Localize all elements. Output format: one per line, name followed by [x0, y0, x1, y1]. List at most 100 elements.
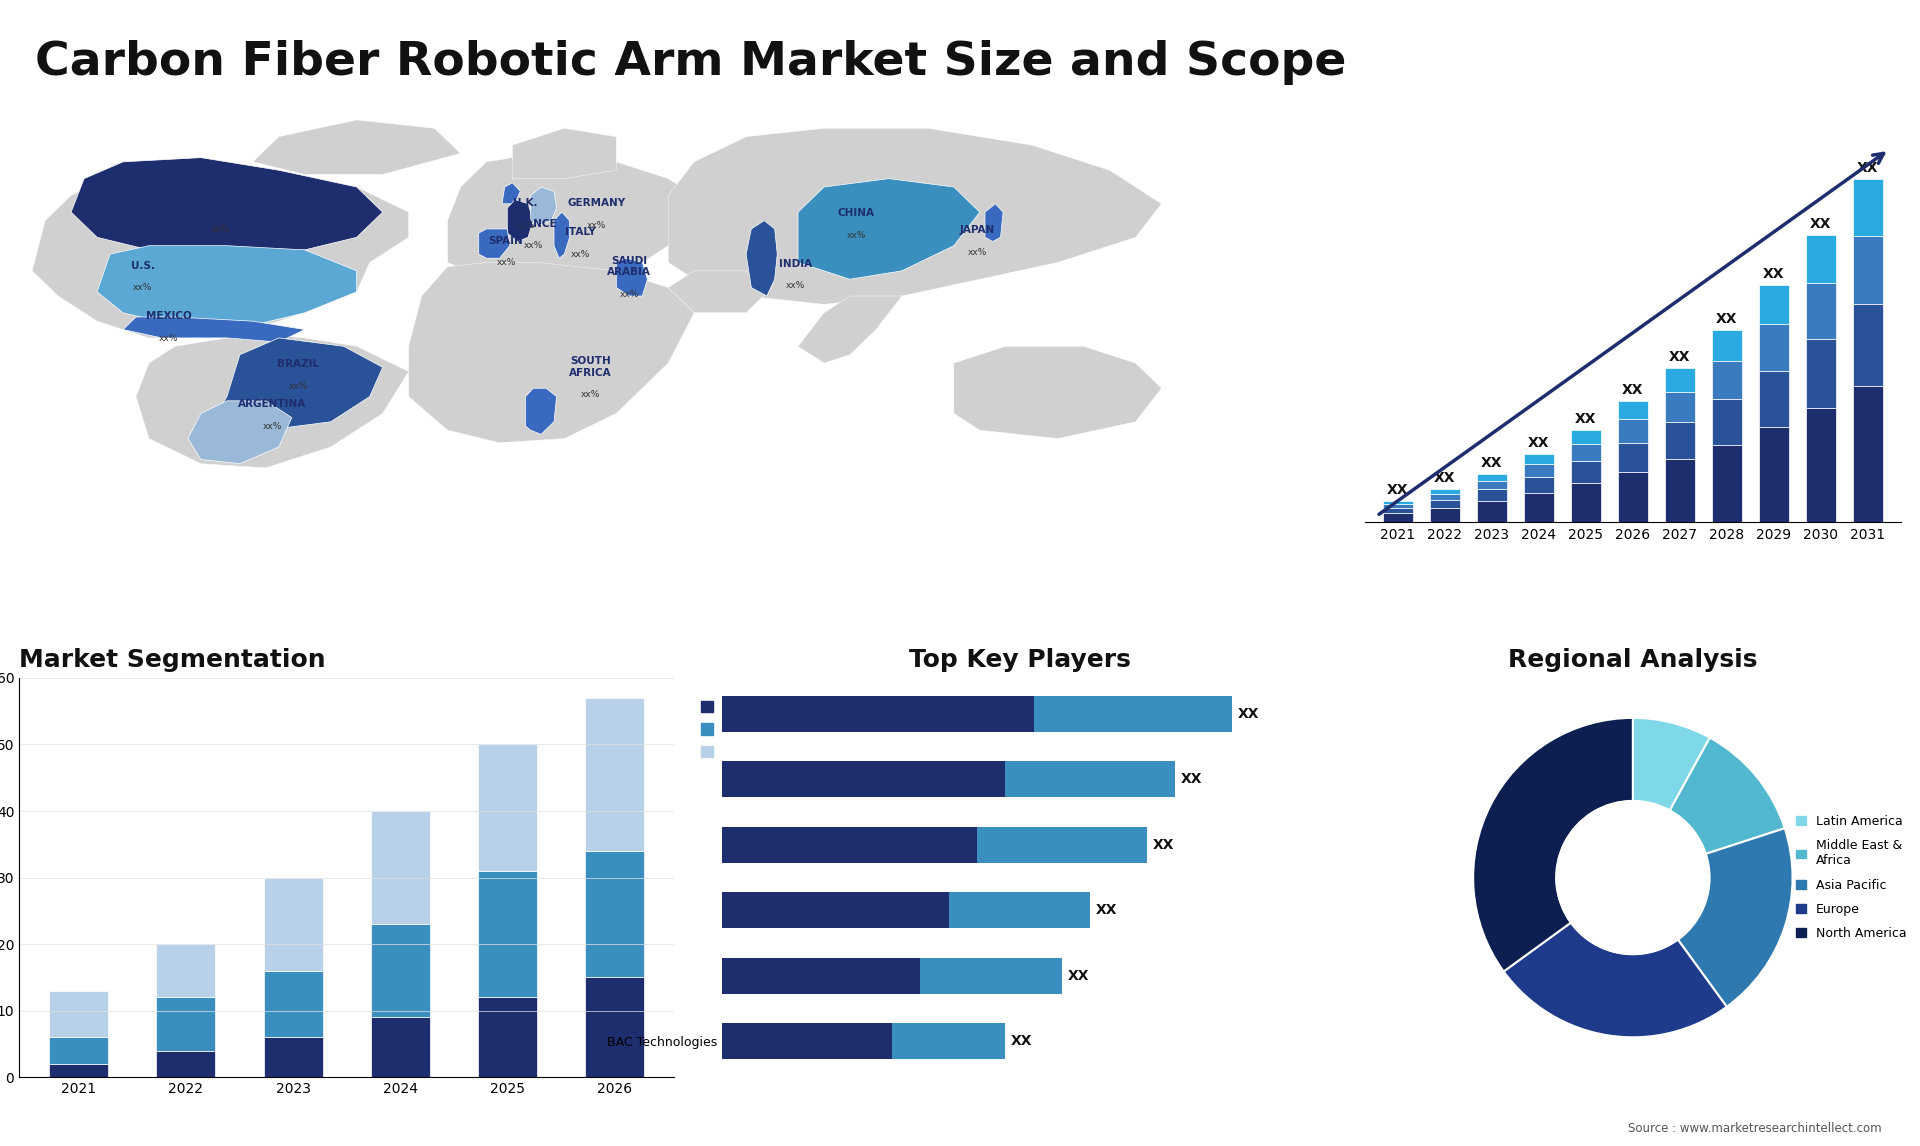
Bar: [1617, 442, 1647, 472]
Polygon shape: [503, 183, 520, 204]
Text: INDIA: INDIA: [780, 259, 812, 269]
Bar: [1430, 508, 1459, 523]
Bar: [1524, 454, 1553, 464]
Polygon shape: [213, 338, 382, 430]
Text: CHINA: CHINA: [837, 209, 876, 219]
Bar: [1853, 305, 1884, 386]
Text: SOUTH
AFRICA: SOUTH AFRICA: [568, 356, 612, 378]
Text: ITALY: ITALY: [564, 227, 595, 237]
Text: XX: XX: [1574, 413, 1597, 426]
Bar: [1571, 461, 1601, 484]
Bar: [156, 1051, 215, 1077]
Text: XX: XX: [1068, 968, 1089, 983]
Title: Top Key Players: Top Key Players: [908, 647, 1131, 672]
Bar: [722, 893, 948, 928]
Text: xx%: xx%: [580, 391, 601, 399]
Bar: [1759, 285, 1789, 324]
Text: XX: XX: [1386, 484, 1409, 497]
Bar: [1524, 493, 1553, 523]
Text: XX: XX: [1622, 383, 1644, 397]
Polygon shape: [71, 158, 382, 254]
Text: xx%: xx%: [968, 248, 987, 257]
Text: Carbon Fiber Robotic Arm Market Size and Scope: Carbon Fiber Robotic Arm Market Size and…: [35, 40, 1346, 85]
Wedge shape: [1632, 717, 1711, 810]
Bar: [1382, 501, 1413, 504]
Bar: [1853, 236, 1884, 305]
Bar: [722, 761, 1006, 798]
Bar: [1759, 370, 1789, 427]
Text: MEXICO: MEXICO: [146, 312, 192, 321]
Bar: [1805, 235, 1836, 283]
Polygon shape: [33, 162, 409, 338]
Bar: [371, 1018, 430, 1077]
Text: xx%: xx%: [263, 422, 282, 431]
Text: XX: XX: [1012, 1034, 1033, 1049]
Bar: [50, 1037, 108, 1063]
Polygon shape: [668, 128, 1162, 305]
Text: xx%: xx%: [159, 333, 179, 343]
Text: JAPAN: JAPAN: [960, 226, 995, 235]
Bar: [371, 811, 430, 924]
Bar: [1665, 392, 1695, 422]
Bar: [156, 944, 215, 997]
Text: XX: XX: [1668, 350, 1692, 363]
Text: SAUDI
ARABIA: SAUDI ARABIA: [607, 256, 651, 277]
Bar: [722, 827, 977, 863]
Bar: [1711, 445, 1741, 523]
Wedge shape: [1473, 717, 1632, 972]
Bar: [1805, 283, 1836, 339]
Wedge shape: [1503, 923, 1726, 1037]
Bar: [722, 1023, 893, 1059]
Bar: [1382, 504, 1413, 508]
Polygon shape: [985, 204, 1002, 242]
Polygon shape: [253, 120, 461, 174]
Bar: [263, 971, 323, 1037]
Bar: [1711, 399, 1741, 445]
Bar: [1476, 473, 1507, 480]
Polygon shape: [136, 333, 409, 468]
Polygon shape: [188, 401, 292, 464]
Text: Market Segmentation: Market Segmentation: [19, 647, 326, 672]
Bar: [1382, 512, 1413, 523]
Bar: [263, 1037, 323, 1077]
Text: ARGENTINA: ARGENTINA: [238, 399, 307, 409]
Bar: [1430, 500, 1459, 508]
Text: XX: XX: [1480, 456, 1503, 470]
Bar: [156, 997, 215, 1051]
Polygon shape: [409, 262, 695, 442]
Bar: [1665, 422, 1695, 460]
Bar: [1476, 480, 1507, 489]
Text: XX: XX: [1181, 772, 1202, 786]
Polygon shape: [747, 220, 778, 296]
Bar: [586, 698, 645, 851]
Bar: [478, 997, 538, 1077]
Bar: [920, 958, 1062, 994]
Bar: [1617, 401, 1647, 419]
Polygon shape: [98, 245, 357, 325]
Polygon shape: [799, 296, 902, 363]
Legend: Type, Application, Geography: Type, Application, Geography: [695, 693, 818, 766]
Text: FRANCE: FRANCE: [511, 219, 557, 229]
Bar: [1430, 494, 1459, 500]
Text: XX: XX: [1096, 903, 1117, 917]
Bar: [1476, 501, 1507, 523]
Text: xx%: xx%: [495, 258, 516, 267]
Bar: [722, 696, 1033, 732]
Text: xx%: xx%: [620, 290, 639, 299]
Polygon shape: [478, 229, 511, 258]
Text: BRAZIL: BRAZIL: [276, 360, 319, 369]
Bar: [1617, 419, 1647, 442]
Bar: [1476, 489, 1507, 501]
Polygon shape: [513, 128, 616, 179]
Bar: [1571, 484, 1601, 523]
Text: xx%: xx%: [588, 220, 607, 229]
Bar: [1759, 324, 1789, 370]
Text: XX: XX: [1434, 471, 1455, 486]
Bar: [977, 827, 1146, 863]
Text: xx%: xx%: [288, 382, 307, 391]
Bar: [1665, 460, 1695, 523]
Title: Regional Analysis: Regional Analysis: [1507, 647, 1757, 672]
Bar: [50, 1063, 108, 1077]
Bar: [1805, 339, 1836, 408]
Text: XX: XX: [1528, 437, 1549, 450]
